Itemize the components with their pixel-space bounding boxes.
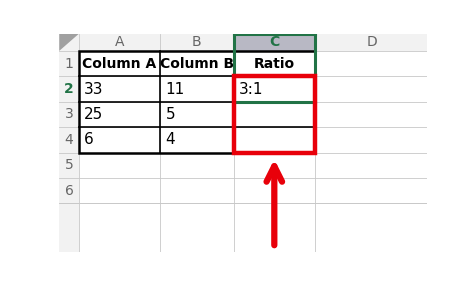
Text: 6: 6 [84,132,94,147]
Text: 6: 6 [64,184,73,198]
Bar [79,51,315,153]
Text: 1: 1 [64,57,73,70]
Text: 33: 33 [84,82,103,97]
Text: A: A [115,35,124,50]
Bar [59,34,79,252]
Text: 4: 4 [64,133,73,147]
Text: 11: 11 [165,82,185,97]
Bar [313,100,317,104]
Text: 25: 25 [84,107,103,122]
Bar [59,34,427,51]
Text: 3: 3 [64,108,73,121]
Text: Column A: Column A [82,57,156,70]
Polygon shape [59,34,79,51]
Text: B: B [192,35,201,50]
Text: Ratio: Ratio [254,57,295,70]
Text: 5: 5 [165,107,175,122]
Text: 2: 2 [64,82,74,96]
Text: C: C [269,35,280,50]
Bar [234,34,315,51]
Text: Column B: Column B [160,57,234,70]
Bar [59,76,79,102]
Text: 5: 5 [64,158,73,172]
Text: 3:1: 3:1 [239,82,264,97]
Text: 4: 4 [165,132,175,147]
Bar [234,76,315,153]
Text: D: D [367,35,378,50]
